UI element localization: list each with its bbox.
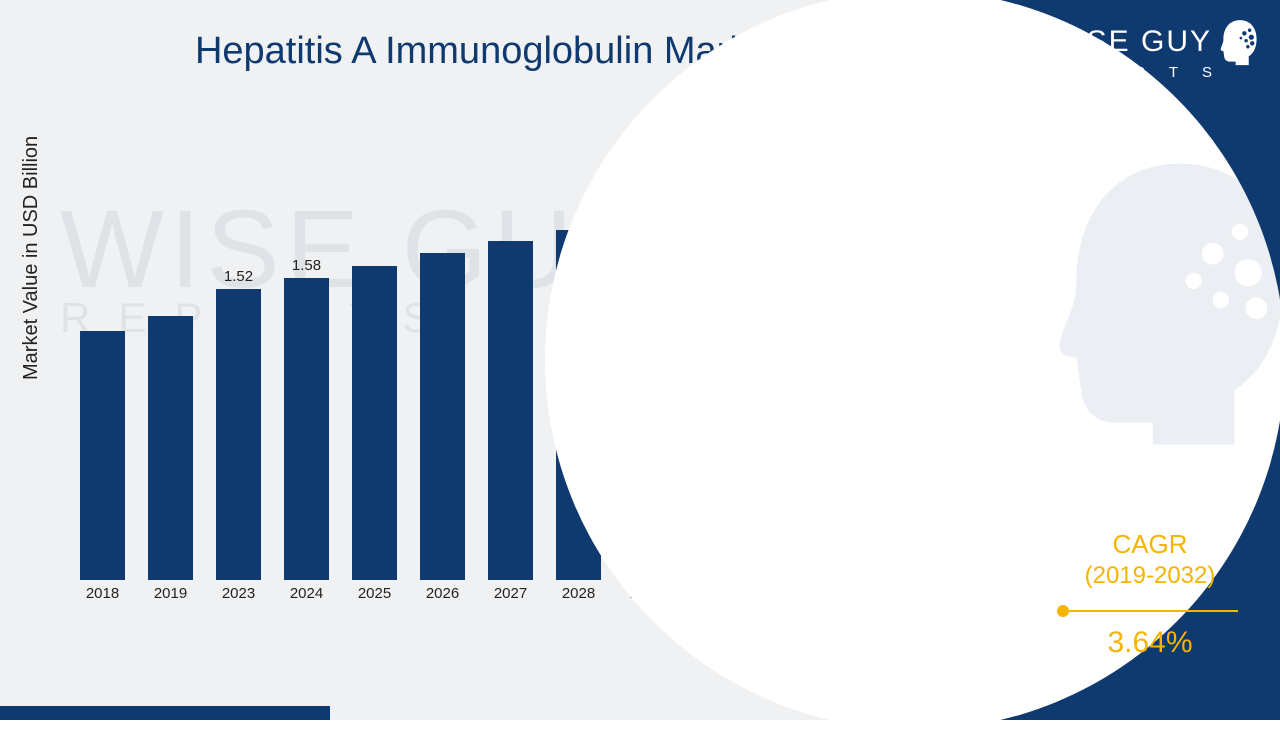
x-tick-label: 2024 — [277, 585, 337, 602]
cagr-value: 3.64% — [1020, 626, 1280, 660]
logo-text-main: WISE GUY — [1046, 25, 1212, 59]
bar-rect — [284, 278, 329, 580]
x-tick-label: 2018 — [73, 585, 133, 602]
brand-logo: WISE GUY R E P O R T S — [995, 18, 1262, 81]
bar-2023: 1.52 — [216, 140, 261, 580]
bar-rect — [420, 253, 465, 580]
right-panel: WISE GUY R E P O R T S CAG — [975, 0, 1280, 720]
bar-2019 — [148, 140, 193, 580]
brain-head-icon — [1218, 18, 1262, 66]
bar-rect — [148, 316, 193, 580]
bar-2018 — [80, 140, 125, 580]
bar-rect — [352, 266, 397, 580]
bar-2025 — [352, 140, 397, 580]
y-axis-label: Market Value in USD Billion — [20, 136, 43, 380]
cagr-range: (2019-2032) — [1020, 562, 1280, 590]
x-tick-label: 2025 — [345, 585, 405, 602]
x-tick-label: 2026 — [413, 585, 473, 602]
x-tick-label: 2019 — [141, 585, 201, 602]
bar-rect — [488, 241, 533, 580]
bar-2027 — [488, 140, 533, 580]
footer-accent-bar — [0, 706, 330, 720]
bar-value-label: 1.58 — [284, 257, 329, 274]
bar-2026 — [420, 140, 465, 580]
bar-rect — [80, 331, 125, 580]
bar-value-label: 1.52 — [216, 268, 261, 285]
cagr-label: CAGR — [1020, 529, 1280, 560]
logo-text-sub: R E P O R T S — [995, 64, 1222, 81]
infographic-root: Hepatitis A Immunoglobulin Market WISE G… — [0, 0, 1280, 720]
cagr-block: CAGR (2019-2032) 3.64% — [1020, 529, 1280, 660]
x-tick-label: 2028 — [549, 585, 609, 602]
bar-2024: 1.58 — [284, 140, 329, 580]
cagr-divider — [1063, 610, 1238, 612]
x-tick-label: 2027 — [481, 585, 541, 602]
bar-rect — [216, 289, 261, 580]
watermark-head-icon — [1040, 150, 1280, 450]
x-tick-label: 2023 — [209, 585, 269, 602]
